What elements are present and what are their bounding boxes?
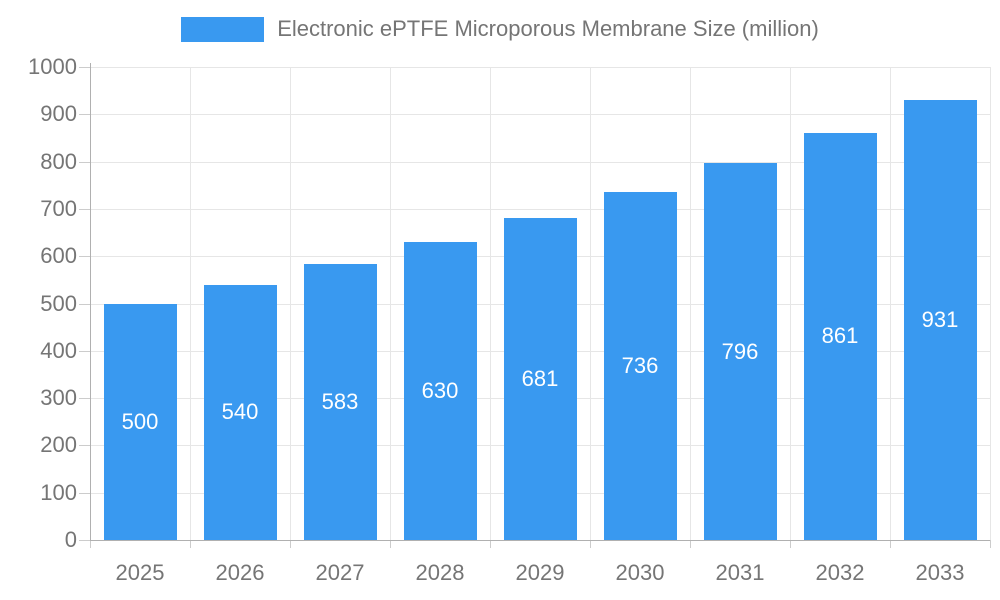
x-gridline xyxy=(390,67,391,540)
y-axis-tick xyxy=(79,540,90,541)
x-axis-tick-label: 2029 xyxy=(515,560,565,585)
x-gridline xyxy=(290,67,291,540)
y-axis-tick xyxy=(79,209,90,210)
bar[interactable] xyxy=(403,242,477,540)
x-axis-tick xyxy=(190,540,191,548)
y-gridline xyxy=(90,114,990,115)
y-axis-tick xyxy=(79,445,90,446)
x-axis-tick-label: 2030 xyxy=(615,560,665,585)
y-axis-tick-label: 300 xyxy=(40,385,77,410)
chart-legend[interactable]: Electronic ePTFE Microporous Membrane Si… xyxy=(0,16,1000,42)
x-gridline xyxy=(590,67,591,540)
x-axis-tick xyxy=(890,540,891,548)
bar[interactable] xyxy=(303,264,377,540)
bar[interactable] xyxy=(503,217,577,540)
y-axis-tick xyxy=(79,398,90,399)
x-axis-tick xyxy=(990,540,991,548)
x-gridline xyxy=(990,67,991,540)
y-axis-tick-label: 0 xyxy=(64,527,77,552)
y-axis-tick-label: 400 xyxy=(40,338,77,363)
bar[interactable] xyxy=(903,99,977,540)
x-axis-tick-label: 2031 xyxy=(715,560,765,585)
y-axis-tick-label: 800 xyxy=(40,149,77,174)
x-gridline xyxy=(190,67,191,540)
y-axis-tick xyxy=(79,493,90,494)
x-gridline xyxy=(490,67,491,540)
x-axis-tick xyxy=(790,540,791,548)
y-axis-tick-label: 600 xyxy=(40,243,77,268)
y-axis-tick-label: 700 xyxy=(40,196,77,221)
y-axis-tick-label: 200 xyxy=(40,432,77,457)
x-gridline xyxy=(690,67,691,540)
y-gridline xyxy=(90,209,990,210)
x-axis-tick-label: 2025 xyxy=(115,560,165,585)
bar[interactable] xyxy=(103,303,177,540)
x-axis-tick-label: 2027 xyxy=(315,560,365,585)
y-gridline xyxy=(90,162,990,163)
x-axis-tick-label: 2028 xyxy=(415,560,465,585)
y-axis-tick-label: 900 xyxy=(40,101,77,126)
y-axis-tick xyxy=(79,304,90,305)
bar[interactable] xyxy=(203,284,277,540)
legend-swatch xyxy=(181,16,265,42)
y-axis-tick-label: 500 xyxy=(40,291,77,316)
bar[interactable] xyxy=(803,132,877,540)
y-axis-tick xyxy=(79,351,90,352)
y-gridline xyxy=(90,67,990,68)
y-axis-tick xyxy=(79,256,90,257)
x-axis-tick xyxy=(290,540,291,548)
x-axis-tick xyxy=(90,540,91,548)
x-axis-tick-label: 2032 xyxy=(815,560,865,585)
y-axis-tick-label: 1000 xyxy=(28,54,77,79)
x-axis-tick xyxy=(490,540,491,548)
x-axis-tick xyxy=(390,540,391,548)
y-axis-tick-label: 100 xyxy=(40,480,77,505)
x-gridline xyxy=(790,67,791,540)
x-axis-tick-label: 2033 xyxy=(915,560,965,585)
y-axis-line xyxy=(90,63,91,540)
y-axis-tick xyxy=(79,67,90,68)
x-axis-tick xyxy=(590,540,591,548)
y-axis-tick xyxy=(79,114,90,115)
legend-label: Electronic ePTFE Microporous Membrane Si… xyxy=(277,16,819,41)
x-gridline xyxy=(890,67,891,540)
bar[interactable] xyxy=(603,191,677,540)
bar[interactable] xyxy=(703,163,777,540)
x-axis-tick xyxy=(690,540,691,548)
x-axis-tick-label: 2026 xyxy=(215,560,265,585)
y-axis-tick xyxy=(79,162,90,163)
x-axis-line xyxy=(90,540,990,541)
